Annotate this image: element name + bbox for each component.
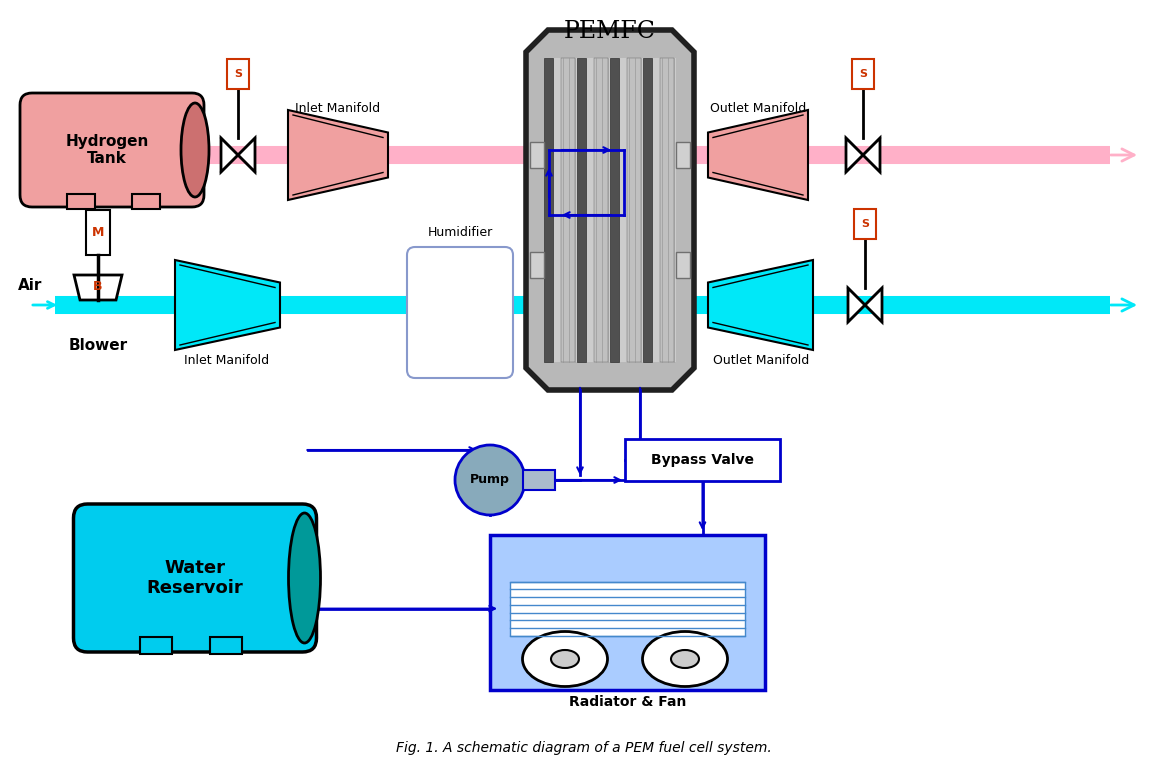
Bar [676,252,690,278]
Bar [593,58,609,362]
Text: Inlet Manifold: Inlet Manifold [296,101,381,114]
Text: Air: Air [18,277,42,293]
Bar [626,58,641,362]
Polygon shape [865,288,882,322]
FancyBboxPatch shape [406,247,513,378]
Polygon shape [175,260,280,350]
Bar [210,637,242,654]
Bar [561,58,576,362]
Text: S: S [858,69,867,79]
Text: PEMFC: PEMFC [564,21,656,44]
Text: B: B [93,280,103,293]
Text: M: M [92,227,104,240]
Ellipse shape [456,445,524,515]
Bar [132,194,160,209]
Text: Water
Reservoir: Water Reservoir [147,558,243,598]
FancyBboxPatch shape [851,59,874,89]
Bar [577,58,586,362]
Text: Hydrogen
Tank: Hydrogen Tank [65,134,148,166]
FancyBboxPatch shape [20,93,204,207]
Ellipse shape [642,631,728,687]
FancyBboxPatch shape [74,504,317,652]
Bar [140,637,172,654]
Ellipse shape [288,513,320,643]
Ellipse shape [522,631,607,687]
Polygon shape [526,30,694,390]
Polygon shape [288,110,388,200]
Ellipse shape [670,650,698,668]
Text: Outlet Manifold: Outlet Manifold [712,353,809,366]
Bar [544,58,554,362]
Polygon shape [846,138,863,172]
Bar [610,58,619,362]
Polygon shape [863,138,880,172]
Text: Outlet Manifold: Outlet Manifold [710,101,806,114]
Text: S: S [234,69,242,79]
Polygon shape [708,110,808,200]
FancyBboxPatch shape [227,59,249,89]
Polygon shape [238,138,255,172]
Bar [491,535,765,690]
Bar [523,470,555,490]
Text: Humidifier: Humidifier [427,226,493,239]
Bar [660,58,674,362]
Bar [676,142,690,168]
Bar [625,439,780,481]
Bar [530,252,544,278]
Polygon shape [74,275,121,300]
Bar [544,58,676,362]
Text: Pump: Pump [470,474,510,486]
Ellipse shape [181,103,209,197]
Bar [644,58,652,362]
Text: Bypass Valve: Bypass Valve [651,453,755,467]
Text: Radiator & Fan: Radiator & Fan [569,695,686,709]
Bar [510,581,745,636]
Text: Fig. 1. A schematic diagram of a PEM fuel cell system.: Fig. 1. A schematic diagram of a PEM fue… [396,741,772,755]
Bar [530,142,544,168]
Text: Inlet Manifold: Inlet Manifold [185,353,270,366]
FancyBboxPatch shape [854,209,876,239]
Ellipse shape [551,650,579,668]
Polygon shape [848,288,865,322]
Bar [86,210,110,255]
Text: Blower: Blower [69,337,127,353]
Text: S: S [861,219,869,229]
Polygon shape [708,260,813,350]
Bar [67,194,95,209]
Polygon shape [221,138,238,172]
